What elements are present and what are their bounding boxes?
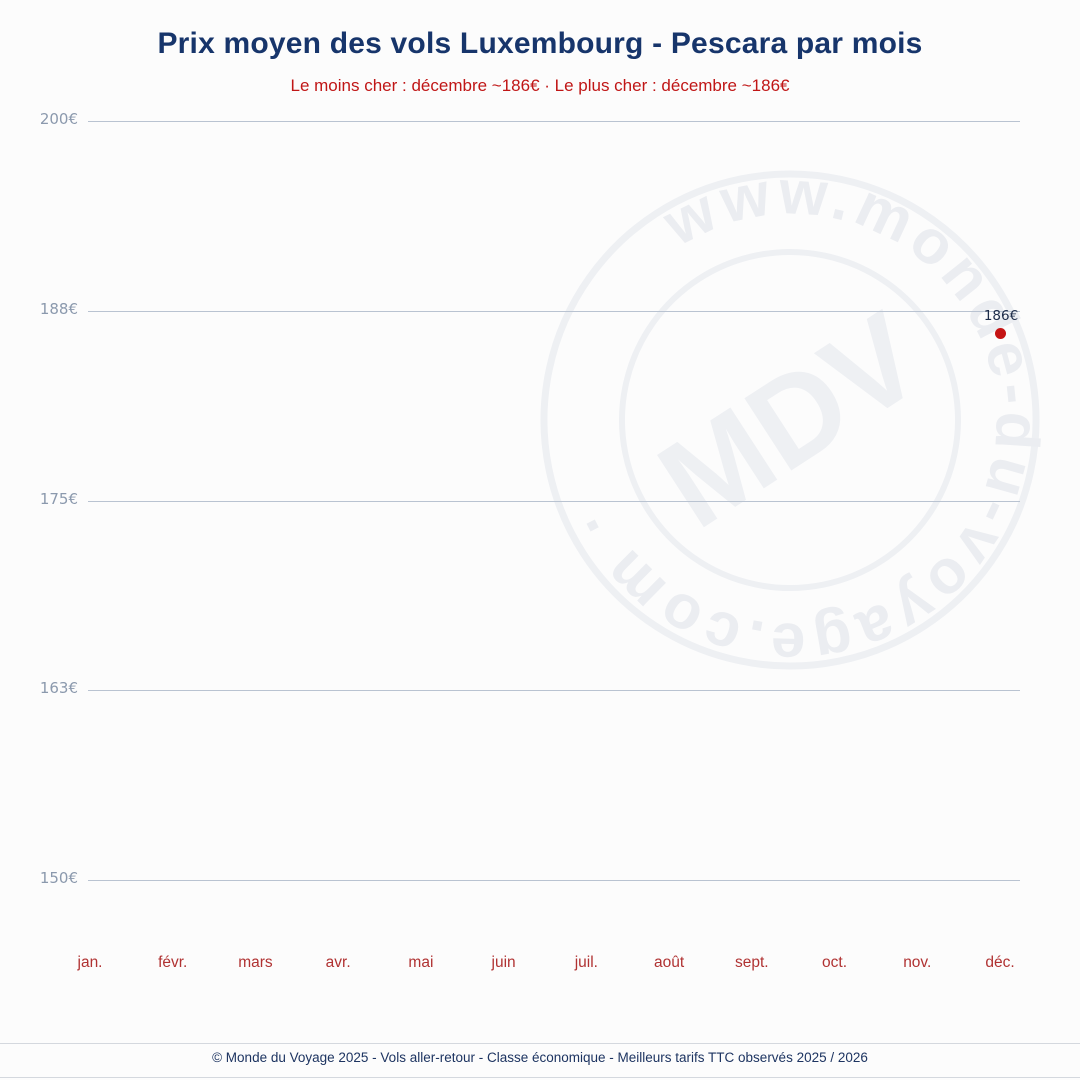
watermark-outer-ring <box>540 170 1040 670</box>
svg-text:www.monde-du-voyage.com ·: www.monde-du-voyage.com · <box>512 158 1068 688</box>
y-tick-label: 188€ <box>39 299 78 318</box>
gridline <box>88 500 1020 502</box>
x-tick-label: juin <box>491 954 516 971</box>
data-point[interactable] <box>994 328 1006 340</box>
gridline <box>88 310 1020 312</box>
y-tick-label: 163€ <box>39 679 78 698</box>
watermark-stamp: www.monde-du-voyage.com · MDV <box>512 158 1068 688</box>
footer-divider-top <box>0 1043 1080 1044</box>
footer-divider-bottom <box>0 1077 1080 1078</box>
watermark-url-text: www.monde-du-voyage.com · <box>512 158 1068 688</box>
x-tick-label: mars <box>238 954 273 971</box>
x-tick-label: sept. <box>735 954 769 971</box>
chart-subtitle: Le moins cher : décembre ~186€ · Le plus… <box>290 76 790 95</box>
x-tick-label: févr. <box>158 954 188 971</box>
x-tick-label: juil. <box>574 954 598 971</box>
y-tick-label: 175€ <box>39 489 78 508</box>
x-tick-label: oct. <box>822 954 848 971</box>
x-tick-label: nov. <box>903 954 932 971</box>
chart-title: Prix moyen des vols Luxembourg - Pescara… <box>157 27 923 60</box>
y-tick-label: 200€ <box>39 110 78 128</box>
x-tick-label: août <box>653 954 685 971</box>
watermark-inner-ring <box>619 249 961 591</box>
x-tick-label: jan. <box>77 954 103 971</box>
gridline <box>88 690 1020 692</box>
x-tick-label: mai <box>408 954 434 971</box>
x-tick-label: déc. <box>985 954 1015 971</box>
watermark-initials: MDV <box>636 286 945 554</box>
x-tick-label: avr. <box>325 954 351 971</box>
y-tick-label: 150€ <box>39 869 78 887</box>
gridline <box>88 121 1020 122</box>
gridline <box>88 880 1020 881</box>
data-point-label: 186€ <box>983 307 1019 324</box>
footer-credit: © Monde du Voyage 2025 - Vols aller-reto… <box>212 1050 868 1065</box>
